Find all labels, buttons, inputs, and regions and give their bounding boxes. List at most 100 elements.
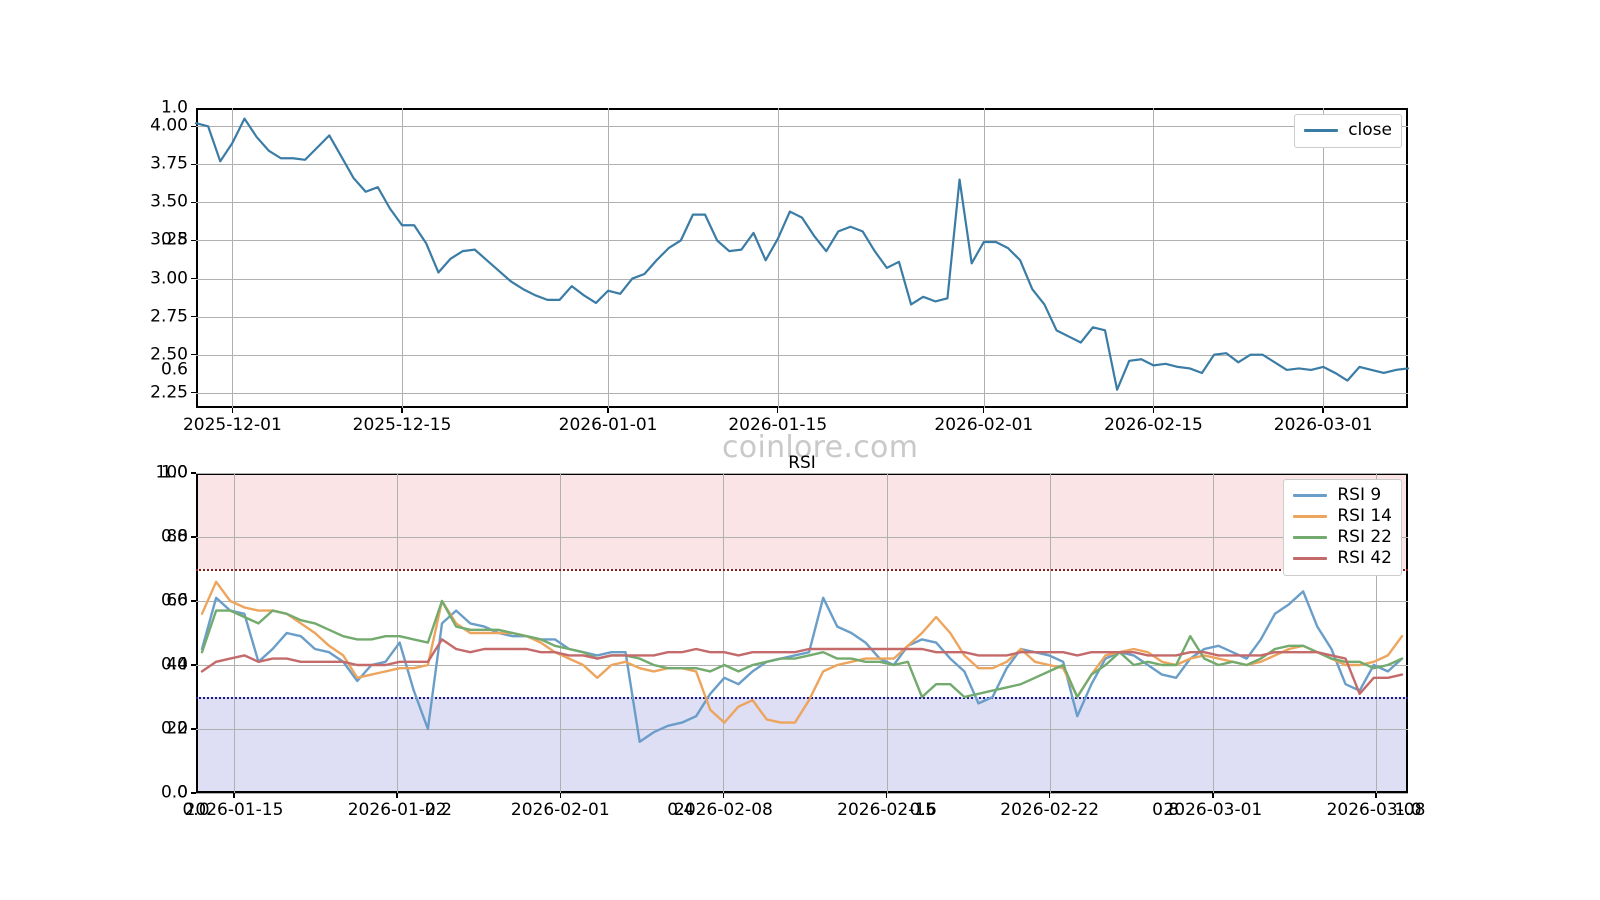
y-tick-label: 100 <box>155 462 188 483</box>
legend-label: RSI 42 <box>1337 548 1392 568</box>
horizontal-gridline <box>196 126 1408 128</box>
x-tick-label-overlay: 0.6 <box>909 800 937 820</box>
rsi-panel-title: RSI <box>788 453 816 473</box>
y-tick-label: 3.25 <box>150 229 188 250</box>
legend-item[interactable]: RSI 14 <box>1293 506 1392 527</box>
x-tick-mark <box>607 408 609 413</box>
y-tick-mark <box>191 664 196 666</box>
y-tick-label: 3.75 <box>150 153 188 174</box>
horizontal-gridline <box>196 392 1408 394</box>
x-tick-label: 2026-02-01 <box>510 800 610 820</box>
y-tick-mark <box>191 392 196 394</box>
x-tick-mark <box>1049 793 1051 798</box>
vertical-gridline <box>402 108 404 408</box>
y-tick-mark <box>191 354 196 356</box>
x-tick-label-overlay: 0.4 <box>667 800 695 820</box>
y-tick-mark <box>191 472 196 474</box>
y-tick-label: 2.75 <box>150 306 188 327</box>
horizontal-gridline <box>196 240 1408 242</box>
vertical-gridline <box>560 473 562 793</box>
rsi-chart-axes: 0 20 40 60 80 100 0.0 0.2 0.4 0.6 0.8 1.0 2026-01-… <box>156 464 1426 819</box>
horizontal-gridline <box>196 793 1408 794</box>
x-tick-label: 2025-12-01 <box>182 415 282 435</box>
y-tick-label-overlay: 0.0 <box>160 782 188 803</box>
y-tick-label-overlay: 0.6 <box>160 590 188 611</box>
horizontal-gridline <box>196 354 1408 356</box>
legend-color-swatch <box>1293 557 1328 560</box>
x-tick-mark <box>1152 408 1155 413</box>
vertical-gridline <box>608 108 610 408</box>
y-tick-label: 20 <box>166 718 188 739</box>
legend-item[interactable]: close <box>1304 120 1392 141</box>
x-tick-mark <box>1375 793 1377 798</box>
x-tick-label-overlay: 1.0 <box>1394 800 1422 820</box>
rsi-oversold-threshold-line <box>196 697 1408 699</box>
data-series-line <box>202 582 1402 723</box>
y-tick-mark <box>191 125 196 127</box>
y-tick-mark <box>191 239 196 242</box>
horizontal-gridline <box>196 316 1408 318</box>
vertical-gridline <box>886 473 888 793</box>
vertical-gridline <box>1153 108 1155 408</box>
x-tick-mark <box>559 793 561 798</box>
y-tick-label-overlay: 1.0 <box>160 97 188 118</box>
x-tick-label: 2026-01-01 <box>558 415 658 435</box>
rsi-chart-legend[interactable]: RSI 9 RSI 14 RSI 22 RSI 42 <box>1283 479 1402 576</box>
vertical-gridline <box>723 473 725 793</box>
x-tick-mark <box>722 793 725 798</box>
y-tick-label-overlay: 0.8 <box>160 526 188 547</box>
coinlore-watermark: coinlore.com <box>722 430 919 465</box>
legend-color-swatch <box>1304 129 1339 132</box>
y-tick-label: 3.00 <box>150 268 188 289</box>
x-tick-label: 2026-01-15 <box>184 800 284 820</box>
y-tick-label: 40 <box>166 654 188 675</box>
x-tick-label: 2026-02-15 <box>837 800 936 820</box>
price-chart-legend[interactable]: close <box>1294 114 1402 148</box>
y-tick-mark <box>191 600 196 602</box>
horizontal-gridline <box>196 278 1408 280</box>
x-tick-label: 2026-01-15 <box>728 415 828 435</box>
data-series-line <box>202 601 1402 697</box>
vertical-gridline <box>1323 108 1325 408</box>
y-tick-mark <box>191 277 196 280</box>
legend-color-swatch <box>1293 536 1328 539</box>
x-tick-label: 2026-02-15 <box>1104 415 1203 435</box>
vertical-gridline <box>234 473 235 793</box>
x-tick-label: 2025-12-15 <box>352 415 452 435</box>
y-tick-label-overlay: 1.0 <box>160 462 188 483</box>
legend-item[interactable]: RSI 42 <box>1293 548 1392 569</box>
x-tick-mark <box>1322 408 1324 413</box>
y-tick-label: 4.00 <box>150 115 188 136</box>
y-tick-label: 3.50 <box>150 191 188 212</box>
y-tick-label: 80 <box>166 526 188 547</box>
vertical-gridline <box>983 108 985 408</box>
x-tick-label: 2026-01-22 <box>347 800 447 820</box>
y-tick-label-overlay: 0.4 <box>160 654 188 675</box>
y-tick-label: 2.25 <box>150 382 188 403</box>
x-tick-mark <box>233 793 235 798</box>
horizontal-gridline <box>196 537 1408 538</box>
rsi-axes-spine-bottom <box>196 791 1408 793</box>
legend-color-swatch <box>1293 515 1328 518</box>
x-tick-label-overlay: 0.2 <box>424 800 452 820</box>
rsi-overbought-threshold-line <box>196 569 1408 571</box>
x-tick-mark <box>983 408 985 413</box>
legend-item[interactable]: RSI 22 <box>1293 527 1392 548</box>
horizontal-gridline <box>196 202 1408 204</box>
price-axes-spine-right <box>1406 108 1408 408</box>
x-tick-mark <box>885 793 888 798</box>
legend-color-swatch <box>1293 494 1328 497</box>
vertical-gridline <box>232 108 234 408</box>
vertical-gridline <box>1049 473 1051 793</box>
y-tick-mark <box>191 728 196 730</box>
horizontal-gridline <box>196 665 1408 666</box>
y-tick-mark <box>191 315 196 318</box>
price-axes-spine-bottom <box>196 406 1408 408</box>
y-tick-label-overlay: 0.6 <box>160 359 188 380</box>
legend-item[interactable]: RSI 9 <box>1293 485 1392 506</box>
x-tick-mark <box>396 793 398 798</box>
rsi-axes-spine-left <box>196 473 198 793</box>
rsi-line-plot <box>196 473 1408 793</box>
horizontal-gridline <box>196 729 1408 730</box>
horizontal-gridline <box>196 164 1408 166</box>
